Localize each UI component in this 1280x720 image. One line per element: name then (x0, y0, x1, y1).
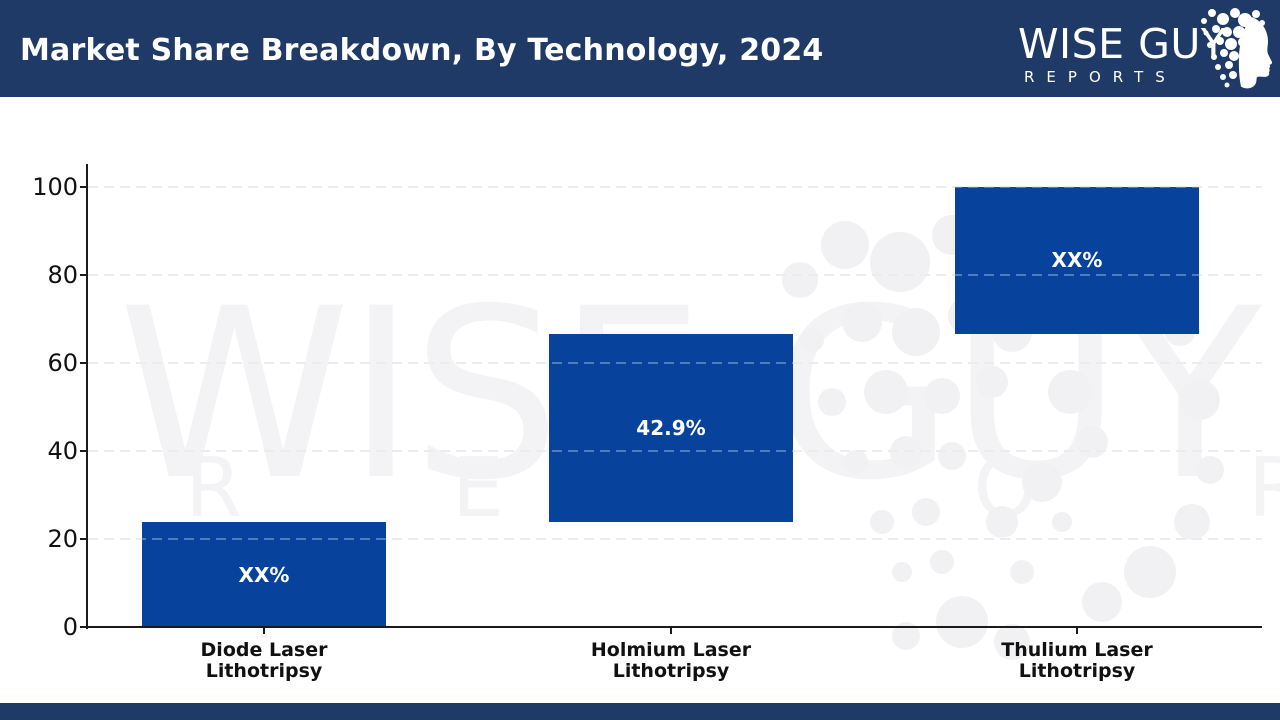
y-tick-mark (80, 450, 88, 452)
y-tick-mark (80, 362, 88, 364)
y-tick-mark (80, 186, 88, 188)
x-tick-mark (263, 628, 265, 634)
gridline-overlay (88, 362, 1262, 364)
x-axis-category-line: Lithotripsy (1018, 660, 1136, 682)
x-tick-mark (1076, 628, 1078, 634)
x-axis-category-line: Lithotripsy (612, 660, 730, 682)
gridline (88, 186, 1262, 188)
bar-value-label: XX% (1051, 248, 1103, 273)
page-title: Market Share Breakdown, By Technology, 2… (20, 33, 824, 68)
gridline-overlay (88, 538, 1262, 540)
bar-chart: 0 20 40 60 80 100 XX% Diode Laser Lithotripsy 42.… (0, 97, 1280, 703)
header-bar: Market Share Breakdown, By Technology, 2… (0, 0, 1280, 97)
wiseguy-logo: WISE GUY REPORTS (1018, 8, 1272, 89)
y-tick-mark (80, 626, 88, 628)
x-axis-category-line: Lithotripsy (205, 660, 323, 682)
x-tick-mark (670, 628, 672, 634)
x-axis-category-label: Thulium Laser Lithotripsy (1001, 640, 1152, 682)
y-axis-tick-label: 100 (32, 173, 78, 201)
y-tick-mark (80, 538, 88, 540)
x-axis-line (86, 626, 1262, 628)
x-axis-category-label: Diode Laser Lithotripsy (201, 640, 328, 682)
y-axis-tick-label: 40 (47, 437, 78, 465)
bar-segment (955, 187, 1199, 334)
y-axis-tick-label: 80 (47, 261, 78, 289)
logo-subtext: REPORTS (1024, 68, 1177, 86)
y-tick-mark (80, 274, 88, 276)
bar-segment (549, 333, 793, 523)
gridline (88, 274, 1262, 276)
y-axis-line (86, 164, 88, 629)
logo-wordmark: WISE GUY (1018, 20, 1227, 68)
bar-segment (142, 522, 386, 627)
x-axis-category-label: Holmium Laser Lithotripsy (591, 640, 751, 682)
footer-bar (0, 703, 1280, 720)
gridline (88, 538, 1262, 540)
gridline-overlay (88, 450, 1262, 452)
y-axis-tick-label: 60 (47, 349, 78, 377)
bar-value-label: 42.9% (636, 415, 706, 440)
gridline-overlay (88, 186, 1262, 188)
wiseguy-face-icon (1201, 8, 1272, 89)
x-axis-category-line: Diode Laser (200, 639, 328, 661)
x-axis-category-line: Thulium Laser (1001, 639, 1153, 661)
bar-value-label: XX% (238, 562, 290, 587)
x-axis-category-line: Holmium Laser (590, 639, 752, 661)
y-axis-tick-label: 0 (62, 613, 78, 641)
gridline-overlay (88, 274, 1262, 276)
y-axis-tick-label: 20 (47, 525, 78, 553)
